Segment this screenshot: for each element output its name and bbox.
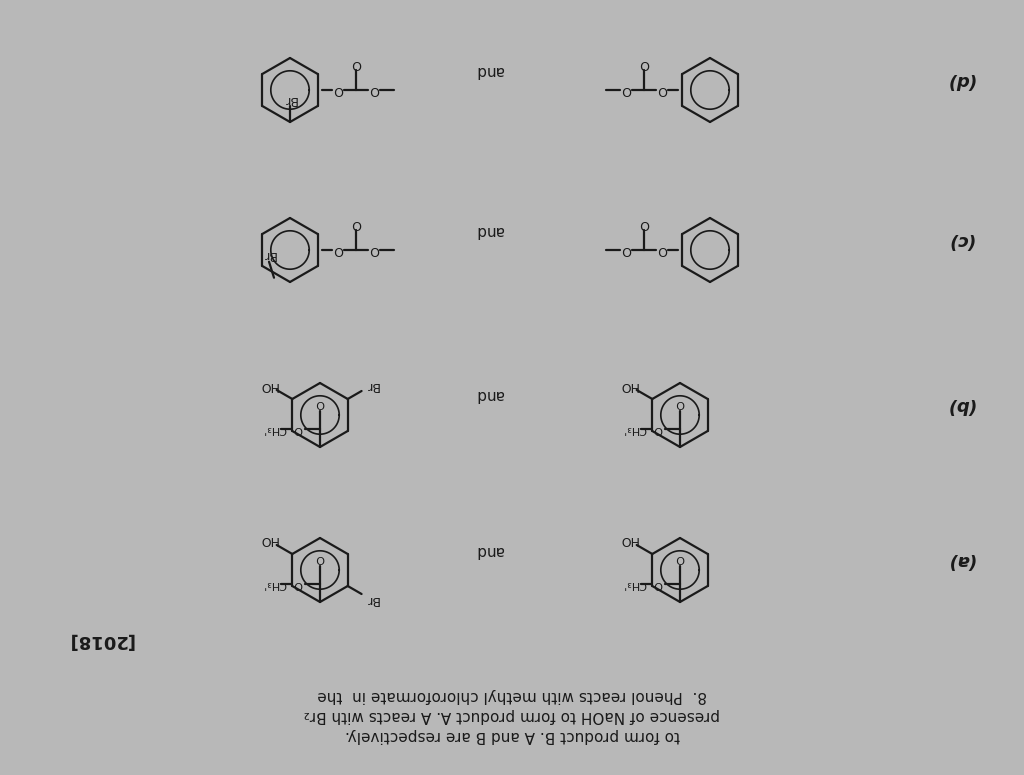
Text: CH₃': CH₃' — [262, 424, 286, 434]
Text: HO: HO — [258, 378, 278, 391]
Text: HO: HO — [618, 533, 638, 546]
Text: O: O — [315, 553, 325, 563]
Text: (d): (d) — [945, 71, 975, 89]
Text: and: and — [475, 388, 505, 402]
Text: O: O — [369, 84, 379, 97]
Text: and: and — [475, 542, 505, 557]
Text: O: O — [653, 424, 663, 434]
Text: 8.  Phenol reacts with methyl chloroformate in  the: 8. Phenol reacts with methyl chloroforma… — [317, 687, 707, 702]
Text: O: O — [622, 243, 631, 257]
Text: O: O — [369, 243, 379, 257]
Text: Br: Br — [366, 378, 379, 391]
Text: Br: Br — [366, 594, 379, 607]
Text: O: O — [676, 398, 684, 408]
Text: O: O — [294, 579, 302, 589]
Text: CH₃': CH₃' — [622, 424, 646, 434]
Text: [2018]: [2018] — [67, 631, 133, 649]
Text: (b): (b) — [945, 396, 975, 414]
Text: CH₃': CH₃' — [622, 579, 646, 589]
Text: and: and — [475, 222, 505, 237]
Text: HO: HO — [258, 533, 278, 546]
Text: O: O — [639, 216, 649, 229]
Text: Br: Br — [283, 92, 297, 105]
Text: O: O — [315, 398, 325, 408]
Text: O: O — [333, 84, 343, 97]
Text: CH₃': CH₃' — [262, 579, 286, 589]
Text: O: O — [351, 57, 360, 70]
Text: O: O — [333, 243, 343, 257]
Text: O: O — [657, 84, 667, 97]
Text: O: O — [639, 57, 649, 70]
Text: O: O — [622, 84, 631, 97]
Text: O: O — [351, 216, 360, 229]
Text: to form product B. A and B are respectively.: to form product B. A and B are respectiv… — [344, 728, 680, 742]
Text: HO: HO — [618, 378, 638, 391]
Text: Br: Br — [262, 248, 275, 261]
Text: O: O — [294, 424, 302, 434]
Text: presence of NaOH to form product A. A reacts with Br₂: presence of NaOH to form product A. A re… — [304, 708, 720, 722]
Text: O: O — [657, 243, 667, 257]
Text: O: O — [653, 579, 663, 589]
Text: O: O — [676, 553, 684, 563]
Text: (a): (a) — [946, 551, 974, 569]
Text: and: and — [475, 63, 505, 78]
Text: (c): (c) — [946, 231, 974, 249]
